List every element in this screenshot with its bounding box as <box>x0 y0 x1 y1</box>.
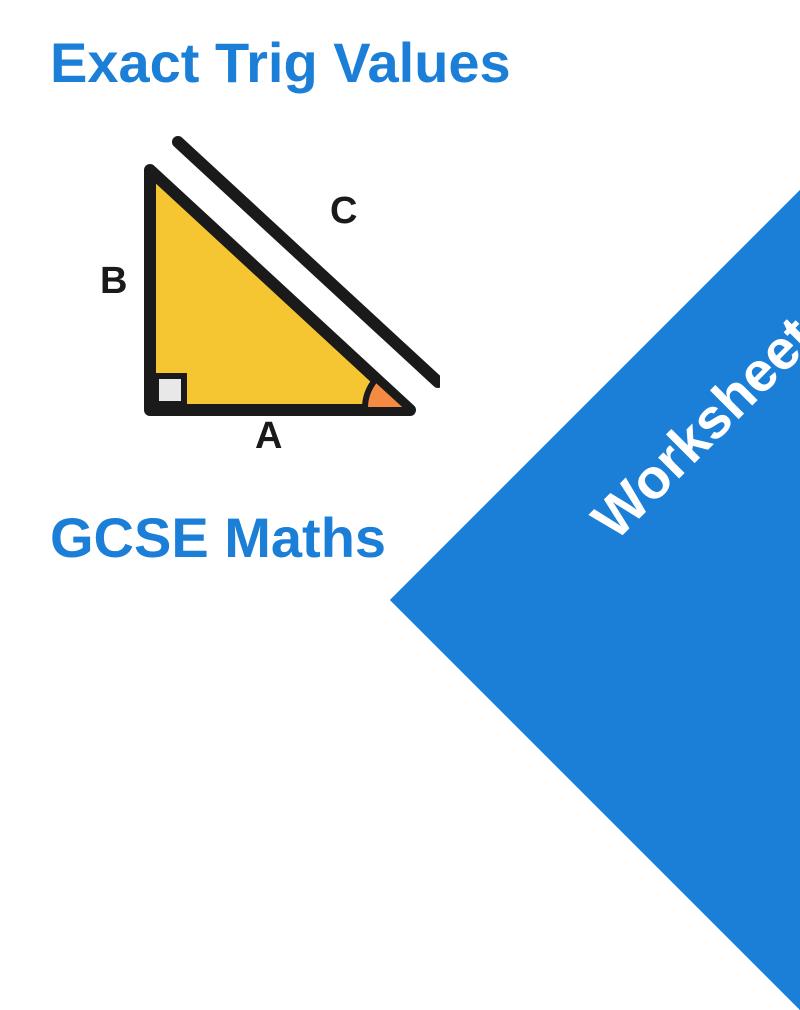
side-label-b: B <box>100 260 127 303</box>
right-angle-marker <box>156 376 184 404</box>
page-subtitle: GCSE Maths <box>50 505 386 570</box>
side-label-a: A <box>255 415 282 458</box>
side-label-c: C <box>330 190 357 233</box>
triangle-diagram: A B C <box>60 130 440 460</box>
triangle-shape <box>150 170 410 410</box>
page-title: Exact Trig Values <box>50 30 511 95</box>
